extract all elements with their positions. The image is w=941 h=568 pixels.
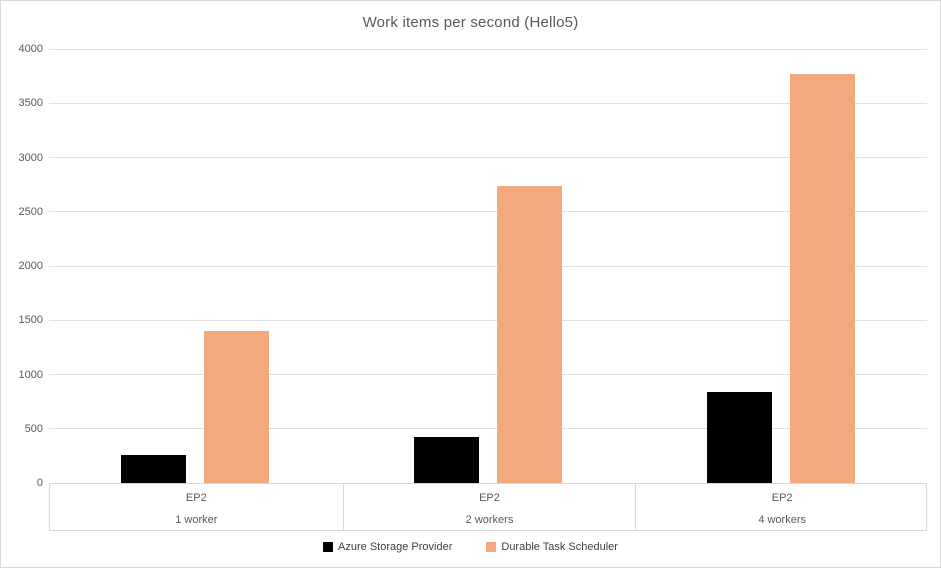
category-workers-label: 4 workers (758, 514, 806, 526)
gridline-2500 (49, 211, 927, 213)
category-machine-label: EP2 (771, 492, 793, 504)
bar-durable-task-scheduler-1-worker (204, 331, 270, 483)
gridline-3000 (49, 157, 927, 158)
category-machine-label: EP2 (185, 492, 207, 504)
gridline-3500 (49, 102, 927, 104)
bar-azure-storage-provider-1-worker (121, 454, 187, 483)
gridline-4000 (49, 48, 927, 50)
category-workers-label: 1 worker (175, 514, 218, 526)
y-tick-label-1500: 1500 (18, 314, 43, 327)
bar-durable-task-scheduler-4-workers (789, 73, 855, 483)
legend: Azure Storage Provider Durable Task Sched… (1, 541, 940, 553)
category-group-4-workers: EP2 4 workers (635, 484, 928, 530)
gridline-1000 (49, 374, 927, 375)
y-tick-label-2000: 2000 (18, 260, 43, 272)
y-tick-label-1000: 1000 (18, 368, 43, 381)
legend-label: Durable Task Scheduler (501, 541, 618, 553)
y-tick-label-3500: 3500 (18, 97, 43, 110)
category-group-1-worker: EP2 1 worker (50, 484, 343, 530)
legend-swatch-icon (486, 542, 497, 552)
y-tick-label-500: 500 (24, 422, 43, 435)
gridline-1500 (49, 319, 927, 321)
x-axis-category-band: EP2 1 worker EP2 2 workers EP2 4 workers (49, 483, 927, 531)
bar-durable-task-scheduler-2-workers (497, 185, 562, 483)
bar-azure-storage-provider-4-workers (706, 391, 772, 483)
y-tick-label-4000: 4000 (18, 43, 43, 55)
bar-azure-storage-provider-2-workers (414, 437, 479, 483)
y-tick-label-0: 0 (36, 477, 43, 489)
y-tick-label-3000: 3000 (18, 151, 43, 164)
legend-item-azure-storage-provider: Azure Storage Provider (323, 541, 452, 553)
legend-swatch-icon (323, 542, 334, 552)
legend-label: Azure Storage Provider (338, 541, 453, 553)
category-workers-label: 2 workers (465, 514, 514, 526)
y-tick-label-2500: 2500 (18, 205, 43, 218)
chart-title: Work items per second (Hello5) (362, 14, 579, 31)
category-group-2-workers: EP2 2 workers (342, 484, 636, 530)
legend-item-durable-task-scheduler: Durable Task Scheduler (486, 541, 618, 553)
gridline-2000 (49, 265, 927, 267)
gridline-500 (49, 428, 927, 430)
category-machine-label: EP2 (479, 492, 500, 504)
